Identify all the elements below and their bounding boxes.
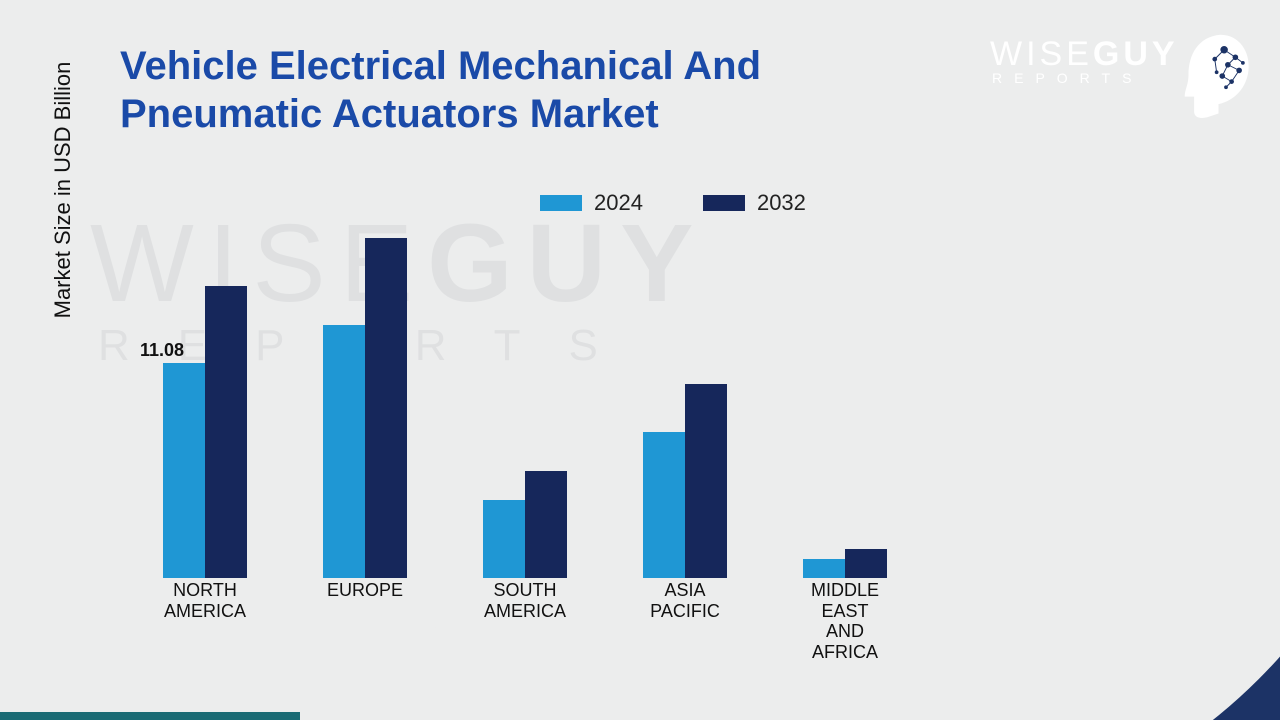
x-axis-label: NORTHAMERICA	[145, 580, 265, 621]
bar-2024	[323, 325, 365, 578]
x-axis-label: EUROPE	[305, 580, 425, 601]
bar-group	[630, 384, 740, 578]
x-axis-labels: NORTHAMERICAEUROPESOUTHAMERICAASIAPACIFI…	[150, 580, 950, 650]
logo-word-2: GUY	[1093, 35, 1179, 73]
bar-value-label: 11.08	[140, 340, 184, 361]
bar-2024	[643, 432, 685, 578]
x-axis-label: MIDDLEEASTANDAFRICA	[785, 580, 905, 663]
bar-2024	[163, 363, 205, 578]
bar-2024	[803, 559, 845, 578]
y-axis-label: Market Size in USD Billion	[50, 0, 76, 400]
bar-2032	[685, 384, 727, 578]
bar-2032	[365, 238, 407, 578]
bar-2032	[525, 471, 567, 578]
logo-head-icon	[1181, 31, 1256, 121]
x-axis-label: ASIAPACIFIC	[625, 580, 745, 621]
logo-word-1: WISE	[990, 35, 1093, 73]
chart-title: Vehicle Electrical Mechanical And Pneuma…	[120, 42, 880, 138]
bar-group	[310, 238, 420, 578]
bar-2032	[205, 286, 247, 578]
plot-area: 11.08	[150, 228, 950, 578]
page-canvas: WISEGUY REPORTS Vehicle Electrical Mecha…	[0, 0, 1280, 720]
bar-chart: Market Size in USD Billion 11.08 NORTHAM…	[90, 180, 950, 650]
bar-2024	[483, 500, 525, 578]
bar-2032	[845, 549, 887, 578]
bar-group	[790, 549, 900, 578]
bottom-accent-bar	[0, 712, 300, 720]
x-axis-label: SOUTHAMERICA	[465, 580, 585, 621]
bar-group	[150, 286, 260, 578]
brand-logo: WISEGUY REPORTS	[990, 35, 1250, 115]
bar-group	[470, 471, 580, 578]
